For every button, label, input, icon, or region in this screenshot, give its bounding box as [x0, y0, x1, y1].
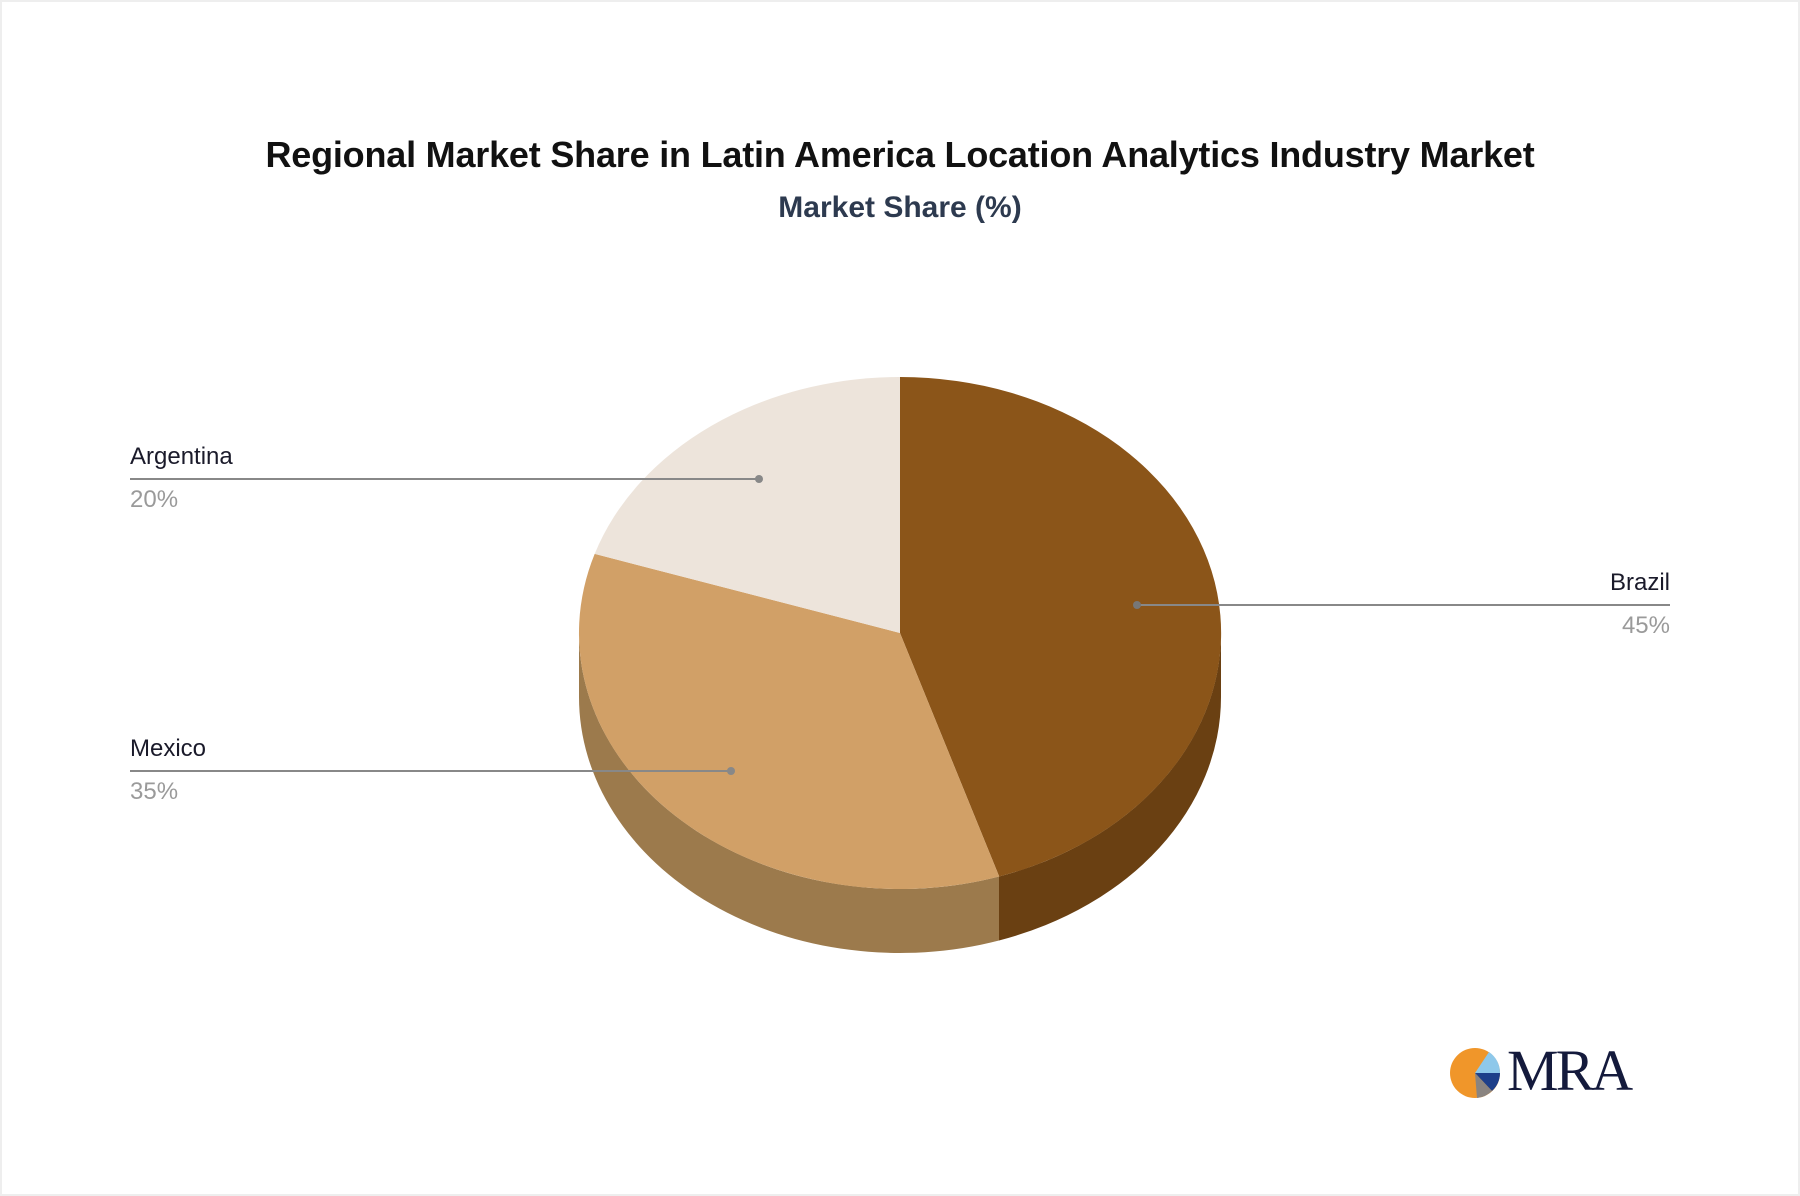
label-mexico-value: 35%	[130, 778, 179, 805]
pie-side-brazil	[999, 633, 1221, 941]
chart-subtitle: Market Share (%)	[778, 191, 1022, 224]
leader-brazil	[1133, 601, 1670, 609]
pie-slice-brazil[interactable]	[900, 376, 1222, 877]
pie-slice-argentina[interactable]	[594, 377, 900, 633]
pie-slice-mexico[interactable]	[578, 553, 1000, 890]
label-mexico-name: Mexico	[130, 735, 207, 762]
logo-text: MRA	[1507, 1038, 1633, 1103]
pie-logo-icon	[1450, 1048, 1501, 1098]
label-brazil-value: 45%	[1621, 612, 1670, 639]
label-argentina-name: Argentina	[130, 443, 233, 470]
label-brazil-name: Brazil	[1609, 569, 1670, 596]
chart-title: Regional Market Share in Latin America L…	[265, 134, 1535, 175]
mra-logo: MRA	[1449, 1038, 1639, 1103]
leader-argentina	[130, 475, 763, 483]
label-argentina-value: 20%	[130, 486, 179, 513]
pie-side-mexico	[579, 633, 999, 953]
leader-mexico	[130, 767, 735, 775]
